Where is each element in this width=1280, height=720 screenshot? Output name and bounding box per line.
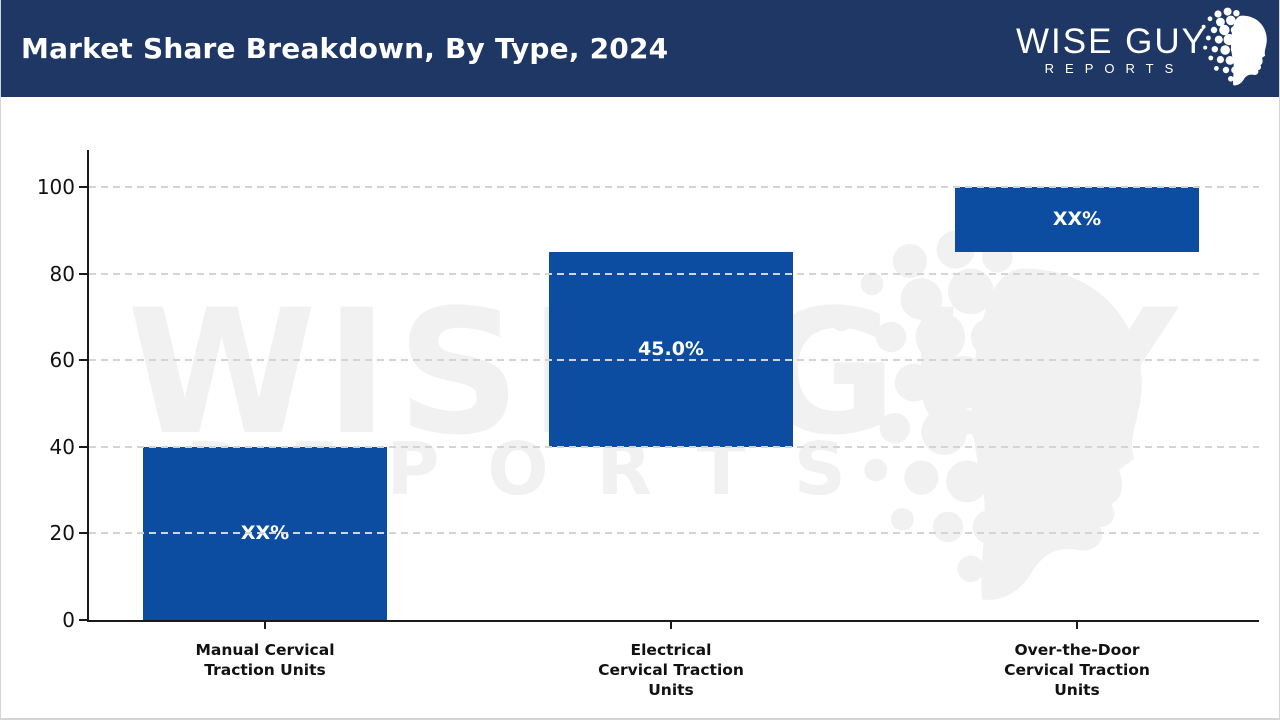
x-category-label-line: Cervical Traction <box>1004 661 1150 679</box>
brand-logo-text: WISE GUY REPORTS <box>1015 21 1207 77</box>
gridline <box>89 359 1259 362</box>
gridline <box>89 532 1259 535</box>
gridline <box>89 186 1259 188</box>
x-category-label: Manual Cervical Traction Units <box>105 640 425 680</box>
x-tick-mark <box>264 622 266 629</box>
logo-wordmark: WISE GUY <box>1015 21 1207 61</box>
y-tick-mark <box>79 186 87 188</box>
bar-segment: 45.0% <box>549 251 793 447</box>
x-category-label-line: Electrical <box>630 641 712 659</box>
x-axis-line <box>87 620 1259 622</box>
x-category-label: Over-the-Door Cervical Traction Units <box>917 640 1237 700</box>
y-tick-label: 60 <box>49 348 75 373</box>
x-tick-mark <box>1076 622 1078 629</box>
bar-value-label: XX% <box>1052 208 1102 231</box>
y-tick-mark <box>79 272 87 275</box>
logo-head-icon <box>1201 7 1267 86</box>
y-tick-label: 100 <box>36 175 75 199</box>
y-tick-label: 80 <box>49 261 75 286</box>
y-tick-mark <box>79 532 87 535</box>
x-tick-mark <box>670 622 672 629</box>
y-tick-label: 20 <box>49 521 75 546</box>
y-tick-mark <box>79 445 87 448</box>
y-tick-label: 40 <box>49 434 75 459</box>
bar-segment: XX% <box>955 187 1199 252</box>
x-category-label: Electrical Cervical Traction Units <box>511 640 831 700</box>
page-title: Market Share Breakdown, By Type, 2024 <box>21 32 669 65</box>
x-category-label-line: Manual Cervical <box>195 641 335 659</box>
x-category-label-line: Units <box>1054 681 1100 699</box>
x-category-label-line: Traction Units <box>204 661 326 679</box>
x-category-label-line: Units <box>648 681 694 699</box>
gridline <box>89 445 1259 448</box>
y-axis-line <box>87 150 89 622</box>
y-tick-label: 0 <box>62 608 75 632</box>
y-tick-mark <box>79 619 87 621</box>
gridline <box>89 272 1259 275</box>
bar-value-label: 45.0% <box>638 338 704 361</box>
logo-subtext: REPORTS <box>1044 61 1185 77</box>
x-category-label-line: Over-the-Door <box>1014 641 1140 659</box>
x-category-label-line: Cervical Traction <box>598 661 744 679</box>
y-tick-mark <box>79 359 87 362</box>
header: Market Share Breakdown, By Type, 2024 WI… <box>1 0 1279 97</box>
brand-logo: WISE GUY REPORTS <box>1016 6 1277 94</box>
